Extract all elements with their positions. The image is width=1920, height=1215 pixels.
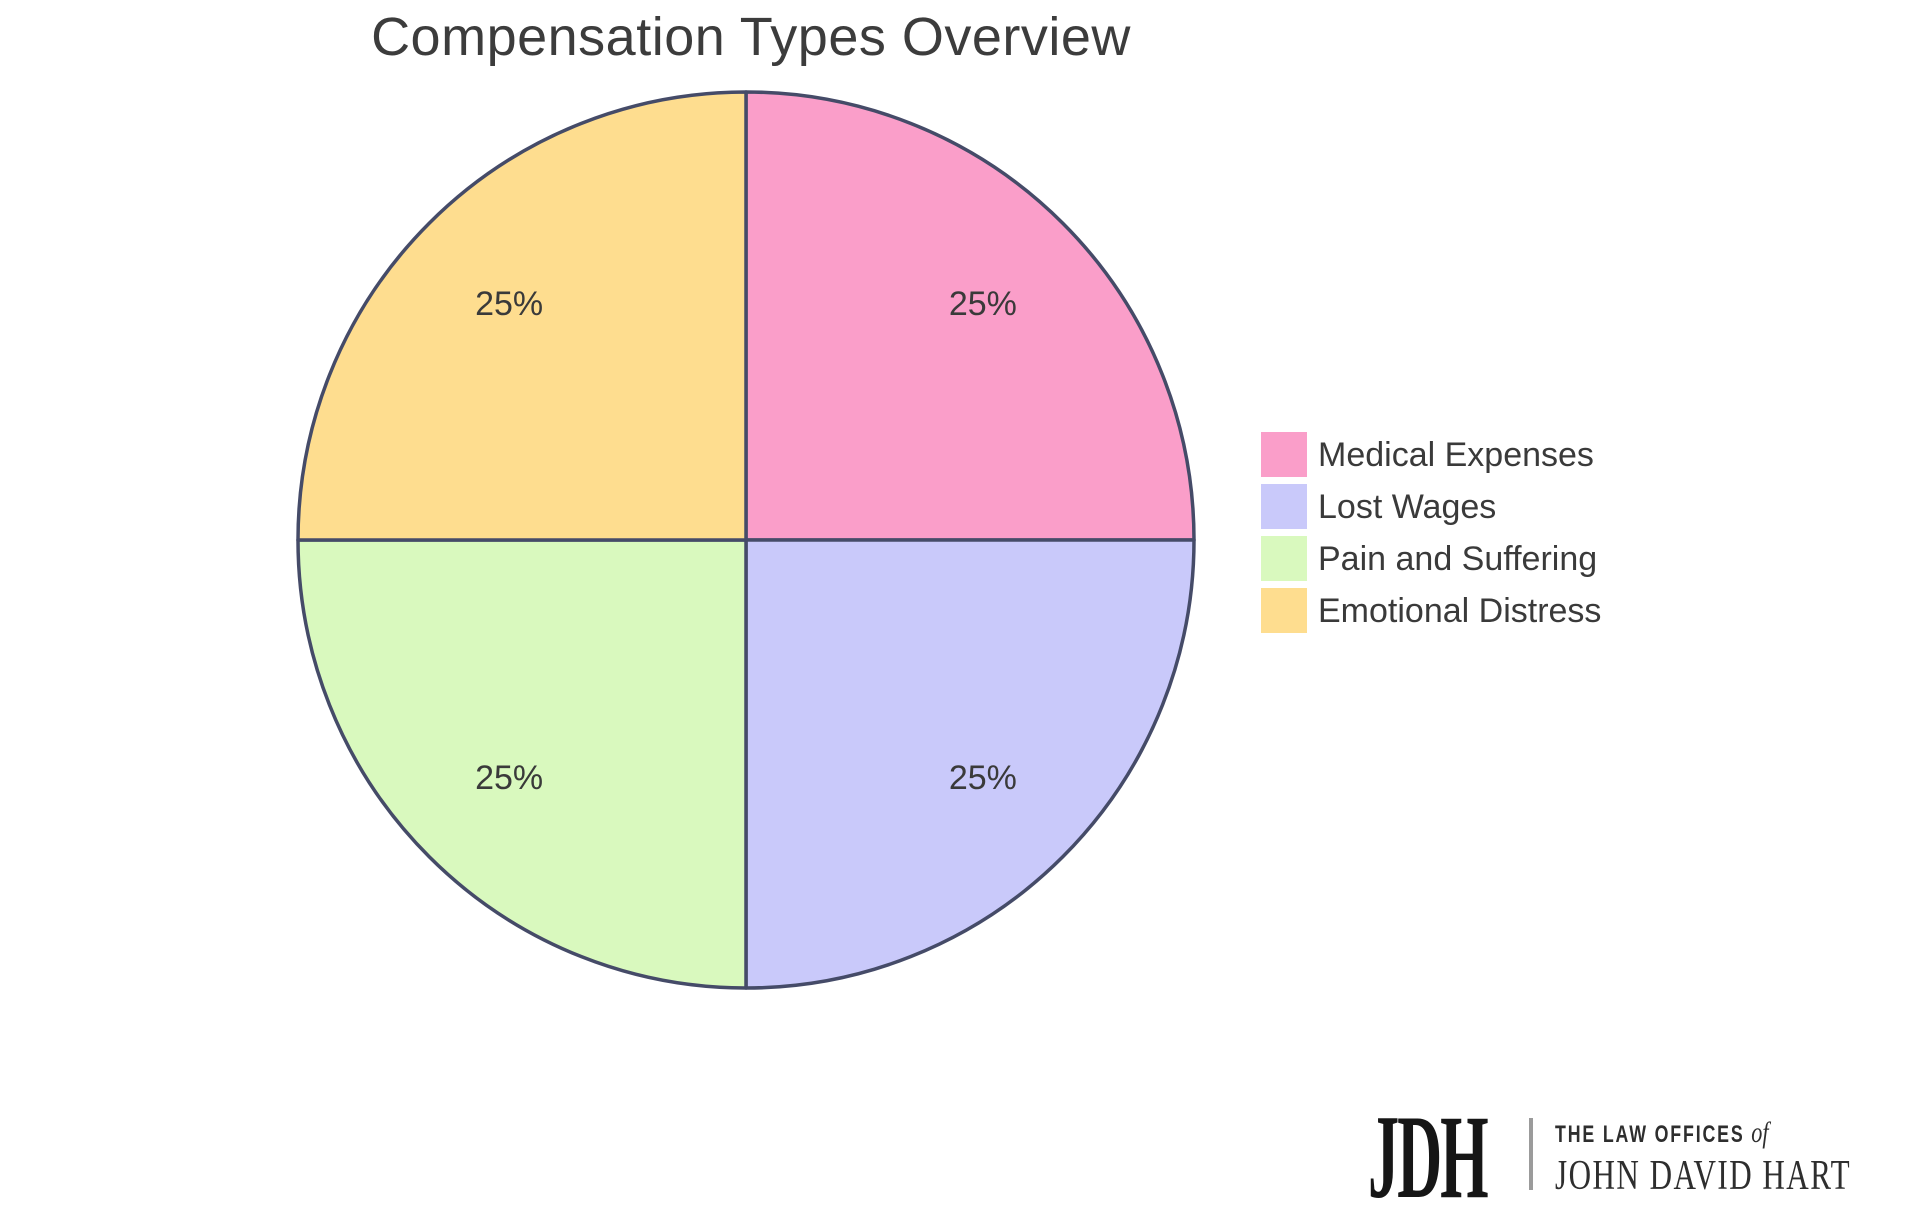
legend-label: Pain and Suffering [1318,539,1598,578]
slice-label: 25% [475,285,543,323]
brand-tagline-prefix: THE LAW OFFICES [1555,1121,1745,1148]
chart-title: Compensation Types Overview [371,7,1131,67]
pie-chart: 25% 25% 25% 25% [296,90,1196,990]
legend: Medical Expenses Lost Wages Pain and Suf… [1261,432,1601,640]
pie-slice-pain-and-suffering [296,538,748,990]
slice-label: 25% [949,759,1017,797]
legend-label: Medical Expenses [1318,435,1594,474]
brand-tagline: THE LAW OFFICES of [1555,1116,1851,1149]
legend-item-medical-expenses: Medical Expenses [1261,432,1601,477]
slice-label: 25% [949,285,1017,323]
brand-text-block: THE LAW OFFICES of JOHN DAVID HART [1555,1116,1851,1197]
legend-swatch-medical-expenses [1261,432,1307,477]
legend-label: Emotional Distress [1318,591,1602,630]
brand-firm-name: JOHN DAVID HART [1555,1153,1852,1199]
legend-item-lost-wages: Lost Wages [1261,484,1601,529]
slice-label: 25% [475,759,543,797]
pie-slice-emotional-distress [296,90,748,542]
brand-monogram: JDH [1368,1090,1489,1215]
legend-item-emotional-distress: Emotional Distress [1261,588,1601,633]
legend-swatch-pain-and-suffering [1261,536,1307,581]
legend-item-pain-and-suffering: Pain and Suffering [1261,536,1601,581]
brand-tagline-of: of [1751,1116,1769,1149]
legend-label: Lost Wages [1318,487,1497,526]
brand-separator [1529,1118,1533,1190]
legend-swatch-lost-wages [1261,484,1307,529]
pie-slice-lost-wages [744,538,1196,990]
legend-swatch-emotional-distress [1261,588,1307,633]
pie-slice-medical-expenses [744,90,1196,542]
